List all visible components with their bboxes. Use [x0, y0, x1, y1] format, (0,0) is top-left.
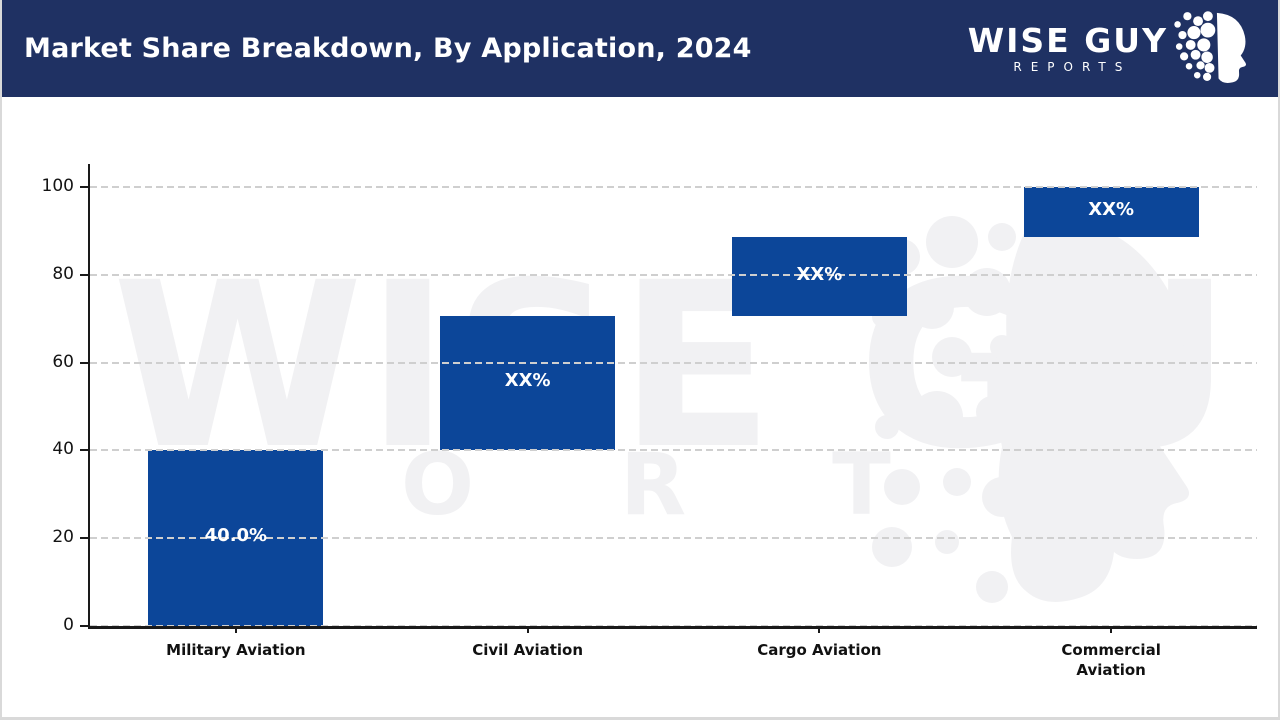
x-tick-mark	[1110, 626, 1113, 633]
x-tick-mark	[818, 626, 821, 633]
y-tick-label: 80	[52, 263, 74, 284]
x-tick-mark	[234, 626, 237, 633]
gridline	[90, 273, 1257, 276]
brand-name: WISE GUY	[967, 21, 1168, 60]
bar-value-label: 40.0%	[204, 525, 268, 547]
brand-logo-text: WISE GUY REPORTS	[968, 24, 1168, 73]
brand-logo: WISE GUY REPORTS	[968, 8, 1254, 90]
y-axis-line	[88, 164, 90, 629]
bar-segment	[1023, 186, 1199, 238]
x-category-label: Commercial Aviation	[1061, 641, 1161, 680]
bar-value-label: XX%	[504, 370, 551, 392]
y-tick-label: 60	[52, 351, 74, 372]
bar-segment	[440, 316, 616, 451]
watermark-face-icon	[872, 216, 1190, 603]
app-header: Market Share Breakdown, By Application, …	[2, 0, 1278, 97]
gridline	[90, 449, 1257, 452]
bar-value-label: XX%	[1088, 199, 1135, 221]
y-tick-mark	[80, 625, 88, 627]
y-tick-mark	[80, 537, 88, 540]
x-axis-line	[88, 626, 1257, 629]
x-category-label: Military Aviation	[166, 641, 306, 659]
y-tick-label: 100	[41, 175, 74, 196]
y-tick-mark	[80, 449, 88, 452]
x-tick-mark	[526, 626, 529, 633]
y-tick-mark	[80, 361, 88, 364]
chart-area: WISE GU P O R T S 40.0% Military Aviation…	[2, 97, 1278, 717]
y-tick-mark	[80, 273, 88, 276]
y-tick-label: 0	[63, 615, 74, 635]
bar-segment	[731, 237, 907, 317]
gridline	[90, 185, 1257, 188]
bar-value-label: XX%	[796, 263, 843, 285]
y-tick-mark	[80, 185, 88, 188]
gridline	[90, 361, 1257, 364]
x-category-label: Civil Aviation	[472, 641, 584, 659]
brand-subname: REPORTS	[1013, 60, 1132, 74]
page-title: Market Share Breakdown, By Application, …	[24, 33, 752, 64]
logo-face-icon	[1174, 10, 1247, 83]
gridline	[90, 537, 1257, 540]
y-tick-label: 20	[52, 527, 74, 548]
x-category-label: Cargo Aviation	[757, 641, 882, 659]
y-tick-label: 40	[52, 439, 74, 460]
